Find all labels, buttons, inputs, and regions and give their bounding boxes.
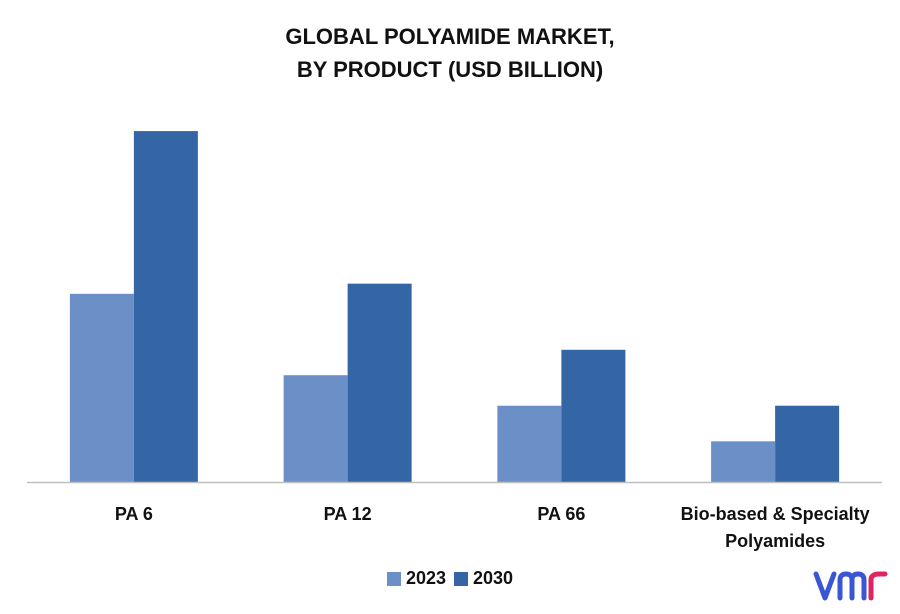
bar-2023-2	[497, 405, 562, 482]
category-label-2-0: PA 66	[537, 504, 585, 524]
legend-swatch-2023	[386, 571, 401, 586]
vmr-logo-icon	[813, 571, 888, 601]
chart-legend: 2023 2030	[0, 568, 900, 589]
chart-title-line-1: GLOBAL POLYAMIDE MARKET,	[285, 24, 615, 49]
legend-swatch-2030	[454, 571, 468, 586]
chart-subtitle: BY PRODUCT (USD BILLION)	[296, 57, 604, 82]
category-label-1-0: PA 12	[324, 504, 372, 524]
bar-2030-1	[347, 283, 412, 482]
legend-label-2030: 2030	[473, 568, 514, 588]
bar-2030-2	[561, 349, 626, 482]
category-label-3-0: Bio-based & Specialty	[681, 504, 870, 524]
category-label-0-0: PA 6	[115, 504, 153, 524]
chart-title: GLOBAL POLYAMIDE MARKET, BY PRODUCT (USD…	[0, 20, 900, 86]
bar-2030-0	[133, 131, 198, 483]
legend-item-2030: 2030	[454, 568, 513, 589]
bar-2023-0	[69, 293, 134, 482]
legend-label-2023: 2023	[405, 568, 446, 588]
bar-2023-3	[711, 441, 776, 482]
bar-2030-3	[775, 405, 840, 482]
bar-2023-1	[283, 375, 348, 482]
legend-item-2023: 2023	[386, 568, 446, 589]
category-label-3-1: Polyamides	[725, 531, 825, 551]
